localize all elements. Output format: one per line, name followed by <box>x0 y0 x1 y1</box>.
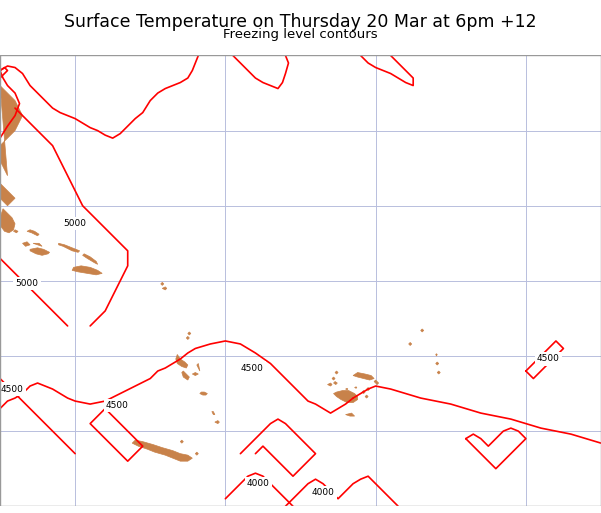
Polygon shape <box>30 248 50 255</box>
Polygon shape <box>437 371 441 374</box>
Polygon shape <box>188 332 191 335</box>
Polygon shape <box>367 387 370 390</box>
Polygon shape <box>192 372 198 376</box>
Polygon shape <box>362 390 365 393</box>
Polygon shape <box>335 371 338 374</box>
Polygon shape <box>365 395 368 398</box>
Polygon shape <box>436 354 437 356</box>
Polygon shape <box>195 452 198 455</box>
Polygon shape <box>353 372 374 380</box>
Text: 4500: 4500 <box>241 364 264 372</box>
Text: 4500: 4500 <box>537 354 560 364</box>
Polygon shape <box>212 411 215 415</box>
Polygon shape <box>374 380 379 385</box>
Polygon shape <box>436 362 439 365</box>
Text: 4500: 4500 <box>106 401 129 410</box>
Polygon shape <box>346 388 348 390</box>
Polygon shape <box>22 242 30 246</box>
Polygon shape <box>132 440 192 461</box>
Polygon shape <box>72 266 102 275</box>
Polygon shape <box>409 343 412 345</box>
Polygon shape <box>328 383 332 386</box>
Polygon shape <box>0 183 15 206</box>
Polygon shape <box>59 243 80 252</box>
Polygon shape <box>83 254 97 264</box>
Polygon shape <box>346 413 355 416</box>
Polygon shape <box>186 337 189 340</box>
Polygon shape <box>197 364 200 371</box>
Text: 4000: 4000 <box>247 479 270 488</box>
Polygon shape <box>334 390 358 403</box>
Text: 5000: 5000 <box>64 219 87 228</box>
Polygon shape <box>162 287 167 290</box>
Text: Surface Temperature on Thursday 20 Mar at 6pm +12: Surface Temperature on Thursday 20 Mar a… <box>64 13 537 31</box>
Text: 4000: 4000 <box>311 488 335 497</box>
Text: Freezing level contours: Freezing level contours <box>223 28 378 41</box>
Polygon shape <box>176 354 188 368</box>
Polygon shape <box>27 230 39 236</box>
Polygon shape <box>200 392 207 395</box>
Polygon shape <box>332 377 335 380</box>
Polygon shape <box>215 421 219 424</box>
Polygon shape <box>421 329 424 332</box>
Polygon shape <box>182 371 189 380</box>
Polygon shape <box>355 387 357 388</box>
Text: 4500: 4500 <box>1 385 23 393</box>
Polygon shape <box>33 243 42 246</box>
Polygon shape <box>0 86 22 175</box>
Polygon shape <box>0 209 15 233</box>
Polygon shape <box>180 440 183 443</box>
Text: 5000: 5000 <box>16 280 38 288</box>
Polygon shape <box>160 282 164 285</box>
Polygon shape <box>334 382 337 385</box>
Polygon shape <box>14 230 18 233</box>
